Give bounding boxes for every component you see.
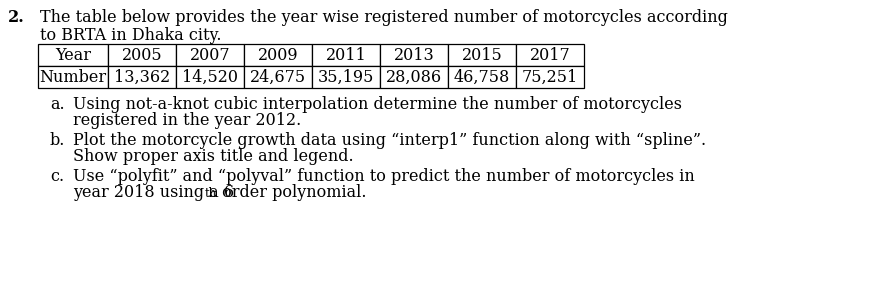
Text: 14,520: 14,520 — [182, 69, 238, 85]
Text: Use “polyfit” and “polyval” function to predict the number of motorcycles in: Use “polyfit” and “polyval” function to … — [73, 168, 694, 185]
Bar — [380, 66, 448, 88]
Text: 2015: 2015 — [461, 46, 501, 64]
Bar — [312, 44, 380, 66]
Bar — [515, 44, 583, 66]
Bar — [108, 44, 176, 66]
Text: year 2018 using a 6: year 2018 using a 6 — [73, 184, 234, 201]
Bar — [380, 44, 448, 66]
Bar — [515, 66, 583, 88]
Text: Using not-a-knot cubic interpolation determine the number of motorcycles: Using not-a-knot cubic interpolation det… — [73, 96, 681, 113]
Bar — [38, 44, 108, 66]
Bar — [243, 66, 312, 88]
Text: Year: Year — [55, 46, 91, 64]
Text: 28,086: 28,086 — [386, 69, 441, 85]
Text: 46,758: 46,758 — [454, 69, 509, 85]
Text: 24,675: 24,675 — [249, 69, 306, 85]
Bar — [448, 44, 515, 66]
Text: 2017: 2017 — [529, 46, 570, 64]
Text: to BRTA in Dhaka city.: to BRTA in Dhaka city. — [40, 27, 222, 44]
Text: 2013: 2013 — [393, 46, 434, 64]
Bar — [176, 44, 243, 66]
Text: Show proper axis title and legend.: Show proper axis title and legend. — [73, 148, 353, 165]
Bar — [312, 66, 380, 88]
Bar — [176, 66, 243, 88]
Text: 2005: 2005 — [122, 46, 163, 64]
Text: 75,251: 75,251 — [521, 69, 578, 85]
Text: order polynomial.: order polynomial. — [216, 184, 366, 201]
Bar — [38, 66, 108, 88]
Text: a.: a. — [50, 96, 64, 113]
Text: 2007: 2007 — [189, 46, 230, 64]
Text: Plot the motorcycle growth data using “interp1” function along with “spline”.: Plot the motorcycle growth data using “i… — [73, 132, 706, 149]
Bar — [243, 44, 312, 66]
Text: b.: b. — [50, 132, 65, 149]
Text: Number: Number — [39, 69, 106, 85]
Bar — [448, 66, 515, 88]
Bar — [108, 66, 176, 88]
Text: 2.: 2. — [8, 9, 24, 26]
Text: c.: c. — [50, 168, 64, 185]
Text: th: th — [205, 187, 217, 200]
Text: 13,362: 13,362 — [114, 69, 170, 85]
Text: The table below provides the year wise registered number of motorcycles accordin: The table below provides the year wise r… — [40, 9, 727, 26]
Text: 2011: 2011 — [325, 46, 366, 64]
Text: registered in the year 2012.: registered in the year 2012. — [73, 112, 301, 129]
Text: 35,195: 35,195 — [317, 69, 374, 85]
Text: 2009: 2009 — [257, 46, 298, 64]
